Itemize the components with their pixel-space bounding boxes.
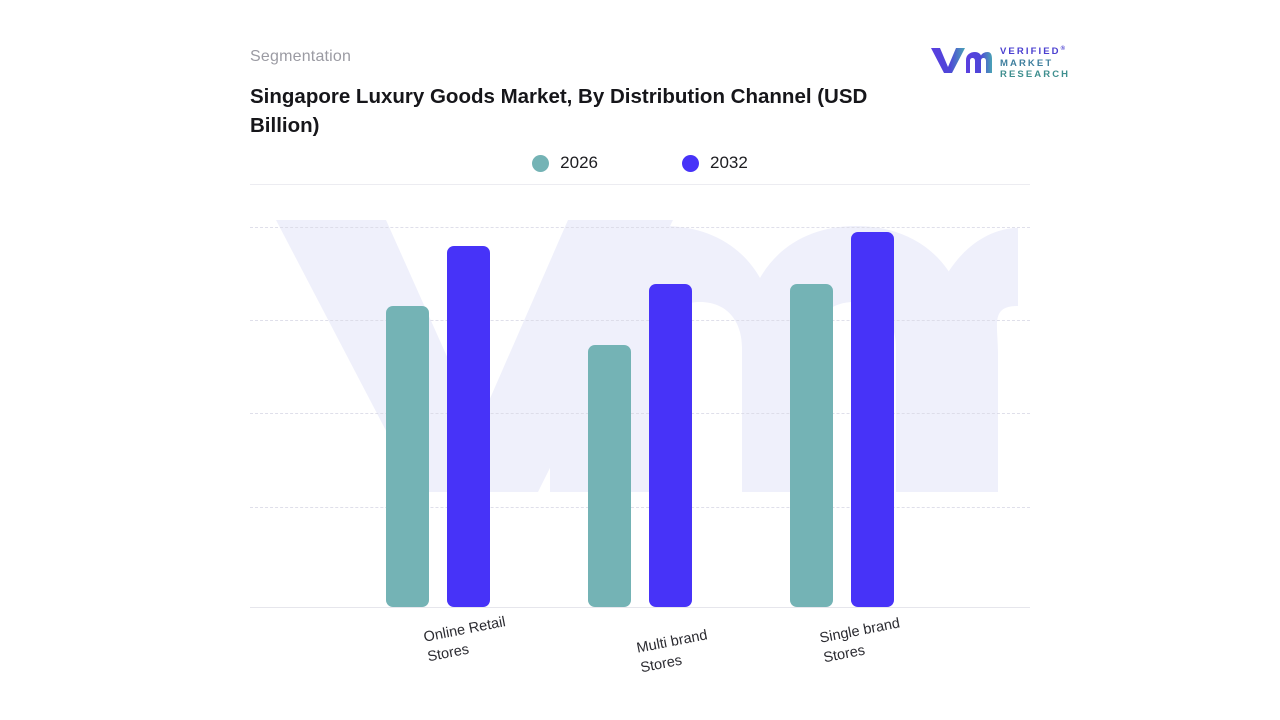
bar-online-retail-stores-2032[interactable] — [447, 246, 490, 607]
x-axis-label-2: Single brand Stores — [818, 613, 906, 668]
bar-multi-brand-stores-2032[interactable] — [649, 284, 692, 607]
x-axis-label-line: Multi brand Stores — [635, 627, 709, 677]
legend-swatch-icon — [532, 154, 550, 172]
legend-label: 2032 — [710, 153, 748, 172]
x-axis-label-line: Single brand Stores — [818, 615, 902, 667]
x-axis-line — [250, 607, 1030, 608]
plot-area — [250, 190, 1030, 608]
gridline — [250, 413, 1030, 414]
legend-item-2032[interactable]: 2032 — [682, 153, 748, 173]
header-divider — [250, 184, 1030, 185]
legend-label: 2026 — [560, 153, 598, 172]
chart-legend: 2026 2032 — [250, 148, 1030, 178]
bars-container — [250, 190, 1030, 607]
gridline — [250, 227, 1030, 228]
legend-swatch-icon — [682, 154, 699, 172]
bar-online-retail-stores-2026[interactable] — [386, 305, 429, 607]
gridline — [250, 507, 1030, 508]
vmr-monogram-icon — [930, 46, 992, 74]
logo-wordmark: VERIFIED® MARKET RESEARCH — [1000, 44, 1070, 80]
bar-multi-brand-stores-2026[interactable] — [588, 344, 631, 607]
registered-mark-icon: ® — [1060, 46, 1068, 52]
logo-line-research: RESEARCH — [1000, 68, 1071, 80]
bar-single-brand-stores-2026[interactable] — [790, 284, 833, 607]
segmentation-eyebrow: Segmentation — [250, 48, 352, 65]
logo-line-market: MARKET — [1000, 57, 1054, 69]
x-axis-label-line: Online Retail Stores — [422, 614, 507, 666]
x-axis-labels: Online Retail Stores Multi brand Stores Si… — [250, 608, 1030, 688]
x-axis-label-1: Multi brand Stores — [635, 625, 713, 678]
legend-item-2026[interactable]: 2026 — [532, 153, 598, 173]
x-axis-label-0: Online Retail Stores — [422, 612, 511, 667]
gridline — [250, 320, 1030, 321]
logo-line-verified: VERIFIED® — [1000, 46, 1068, 58]
verified-market-research-logo: VERIFIED® MARKET RESEARCH — [930, 44, 1068, 80]
bar-single-brand-stores-2032[interactable] — [851, 232, 894, 607]
page-title: Singapore Luxury Goods Market, By Distri… — [250, 85, 868, 137]
